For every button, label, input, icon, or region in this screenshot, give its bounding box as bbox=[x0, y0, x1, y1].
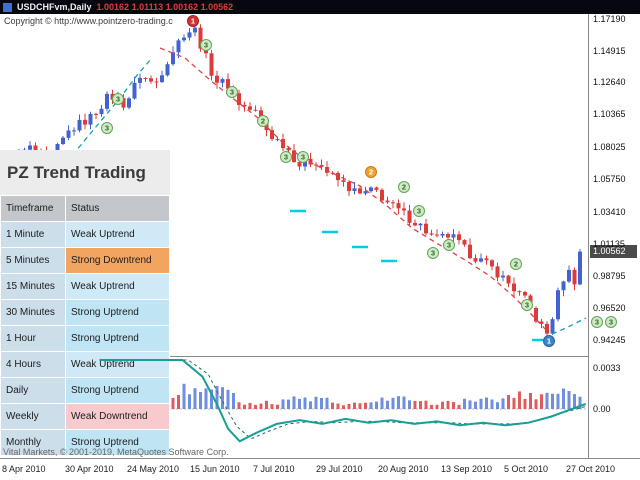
time-axis-label: 20 Aug 2010 bbox=[378, 464, 429, 474]
price-axis[interactable]: 1.00562 1.17190 1.14915 1.12640 1.10365 1.08… bbox=[588, 14, 640, 458]
ohlc-values: 1.00162 1.01113 1.00162 1.00562 bbox=[96, 2, 234, 12]
timeframe-cell: 15 Minutes bbox=[1, 274, 65, 299]
column-header-status: Status bbox=[66, 196, 169, 221]
timeframe-cell: 5 Minutes bbox=[1, 248, 65, 273]
symbol-period-label: USDCHFvm,Daily bbox=[17, 2, 92, 12]
status-cell: Weak Uptrend bbox=[66, 352, 169, 377]
timeframe-cell: Weekly bbox=[1, 404, 65, 429]
price-axis-label: 0.98795 bbox=[593, 271, 626, 281]
current-price-badge: 1.00562 bbox=[590, 245, 637, 258]
time-axis[interactable]: 8 Apr 2010 30 Apr 2010 24 May 2010 15 Jun 2… bbox=[0, 458, 640, 480]
time-axis-label: 24 May 2010 bbox=[127, 464, 180, 474]
price-axis-label: 1.03410 bbox=[593, 207, 626, 217]
table-row: 1 Minute Weak Uptrend bbox=[1, 222, 169, 247]
status-cell: Strong Uptrend bbox=[66, 300, 169, 325]
status-cell: Weak Downtrend bbox=[66, 404, 169, 429]
price-axis-label: 1.17190 bbox=[593, 14, 626, 24]
price-axis-label: 0.96520 bbox=[593, 303, 626, 313]
status-cell: Strong Uptrend bbox=[66, 326, 169, 351]
trend-table: Timeframe Status 1 Minute Weak Uptrend 5 M… bbox=[0, 195, 170, 456]
timeframe-cell: 1 Minute bbox=[1, 222, 65, 247]
broker-watermark: Vital Markets, © 2001-2019, MetaQuotes S… bbox=[3, 447, 229, 457]
time-axis-label: 15 Jun 2010 bbox=[190, 464, 240, 474]
price-axis-label: 1.12640 bbox=[593, 77, 626, 87]
price-axis-label: 1.05750 bbox=[593, 174, 626, 184]
table-header-row: Timeframe Status bbox=[1, 196, 169, 221]
timeframe-cell: Monthly bbox=[1, 430, 65, 455]
time-axis-label: 5 Oct 2010 bbox=[504, 464, 549, 474]
time-axis-label: 7 Jul 2010 bbox=[253, 464, 295, 474]
time-axis-label: 30 Apr 2010 bbox=[65, 464, 114, 474]
status-cell: Weak Uptrend bbox=[66, 222, 169, 247]
table-row: 1 Hour Strong Uptrend bbox=[1, 326, 169, 351]
table-row: 4 Hours Weak Uptrend bbox=[1, 352, 169, 377]
timeframe-cell: 30 Minutes bbox=[1, 300, 65, 325]
price-axis-label: 1.14915 bbox=[593, 46, 626, 56]
table-row: 15 Minutes Weak Uptrend bbox=[1, 274, 169, 299]
table-row: Weekly Weak Downtrend bbox=[1, 404, 169, 429]
timeframe-cell: 4 Hours bbox=[1, 352, 65, 377]
timeframe-cell: Daily bbox=[1, 378, 65, 403]
table-row: 30 Minutes Strong Uptrend bbox=[1, 300, 169, 325]
status-cell: Weak Uptrend bbox=[66, 274, 169, 299]
time-axis-label: 8 Apr 2010 bbox=[2, 464, 46, 474]
table-row: 5 Minutes Strong Downtrend bbox=[1, 248, 169, 273]
indicator-axis-label: 0.0033 bbox=[593, 363, 621, 373]
panel-title: PZ Trend Trading bbox=[0, 150, 170, 195]
chart-icon bbox=[3, 2, 12, 12]
price-axis-label: 1.08025 bbox=[593, 142, 626, 152]
status-cell: Strong Uptrend bbox=[66, 378, 169, 403]
price-axis-label: 1.01135 bbox=[593, 239, 625, 249]
time-axis-label: 27 Oct 2010 bbox=[566, 464, 616, 474]
table-row: Daily Strong Uptrend bbox=[1, 378, 169, 403]
copyright-watermark: Copyright © http://www.pointzero-trading… bbox=[4, 16, 173, 26]
title-bar: USDCHFvm,Daily 1.00162 1.01113 1.00162 1… bbox=[0, 0, 640, 14]
indicator-axis-label: 0.00 bbox=[593, 404, 611, 414]
time-axis-label: 29 Jul 2010 bbox=[316, 464, 363, 474]
column-header-timeframe: Timeframe bbox=[1, 196, 65, 221]
timeframe-cell: 1 Hour bbox=[1, 326, 65, 351]
price-axis-label: 1.10365 bbox=[593, 109, 626, 119]
status-cell: Strong Downtrend bbox=[66, 248, 169, 273]
price-axis-label: 0.94245 bbox=[593, 335, 626, 345]
trend-trading-panel: PZ Trend Trading Timeframe Status 1 Minu… bbox=[0, 150, 170, 456]
time-axis-label: 13 Sep 2010 bbox=[441, 464, 493, 474]
